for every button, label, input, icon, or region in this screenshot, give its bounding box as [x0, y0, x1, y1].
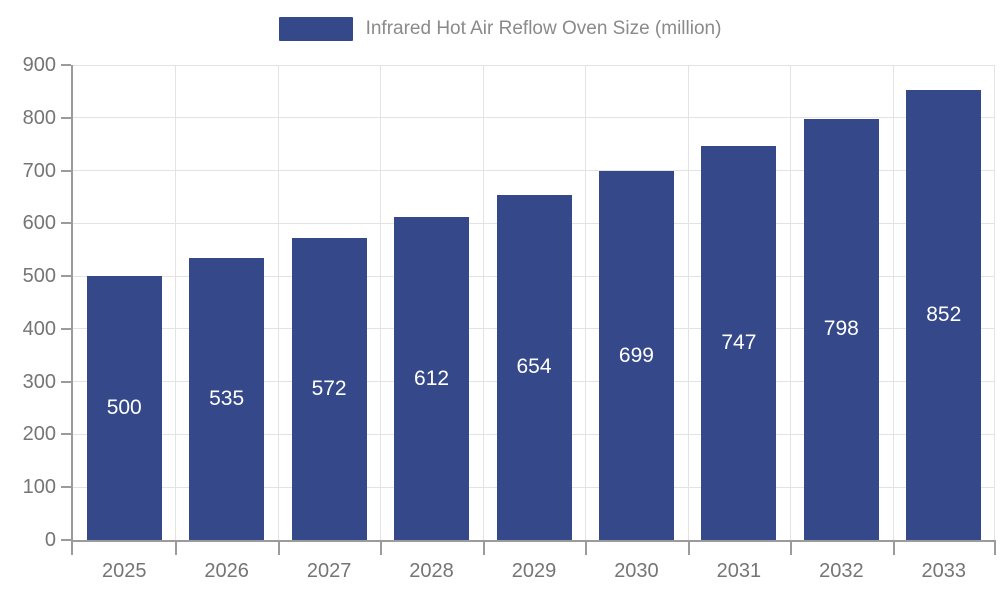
- v-gridline: [175, 65, 177, 540]
- bar-2025[interactable]: 500: [86, 276, 162, 540]
- bar-2028[interactable]: 612: [394, 217, 470, 540]
- y-tick-label: 500: [22, 265, 56, 288]
- bar-2033[interactable]: 852: [906, 90, 982, 540]
- legend-swatch: [278, 17, 353, 41]
- legend-label: Infrared Hot Air Reflow Oven Size (milli…: [365, 18, 722, 39]
- x-axis-tick: [892, 540, 895, 555]
- y-axis-tick: [61, 327, 71, 330]
- bar-value-label: 747: [721, 330, 757, 354]
- y-axis-tick: [61, 275, 71, 278]
- h-gridline: [73, 64, 995, 66]
- x-axis-line: [71, 540, 995, 542]
- v-gridline: [994, 65, 995, 540]
- y-axis-tick: [61, 169, 71, 172]
- y-axis-tick: [61, 64, 71, 66]
- x-tick-label: 2030: [614, 560, 659, 582]
- x-tick-label: 2025: [101, 560, 147, 582]
- x-axis-tick: [687, 540, 690, 555]
- bar-value-label: 535: [209, 386, 245, 410]
- x-tick-label: 2027: [306, 560, 352, 582]
- bar-2027[interactable]: 572: [291, 238, 367, 540]
- y-axis-tick: [61, 486, 71, 489]
- x-axis-tick: [790, 540, 793, 555]
- y-tick-label: 800: [22, 106, 56, 129]
- y-tick-label: 200: [22, 423, 56, 446]
- bar-value-label: 852: [926, 303, 962, 327]
- y-tick-label: 0: [44, 529, 56, 551]
- h-gridline: [73, 117, 995, 119]
- v-gridline: [892, 65, 894, 540]
- x-axis-tick: [482, 540, 485, 555]
- bar-value-label: 612: [414, 366, 450, 390]
- y-tick-label: 100: [22, 476, 56, 499]
- v-gridline: [585, 65, 587, 540]
- y-tick-label: 600: [22, 212, 56, 235]
- y-axis-tick: [61, 380, 71, 383]
- x-axis-tick: [380, 540, 383, 555]
- bar-2026[interactable]: 535: [189, 257, 265, 540]
- bar-value-label: 798: [823, 317, 859, 341]
- x-axis-tick: [71, 540, 73, 555]
- y-axis-tick: [61, 222, 71, 225]
- x-tick-label: 2032: [819, 560, 864, 582]
- v-gridline: [687, 65, 689, 540]
- bar-2030[interactable]: 699: [598, 171, 674, 540]
- h-gridline: [73, 170, 995, 172]
- y-axis-tick: [61, 539, 71, 541]
- x-axis-tick: [994, 540, 996, 555]
- v-gridline: [790, 65, 792, 540]
- y-axis-line: [71, 65, 73, 540]
- y-tick-label: 700: [22, 159, 56, 182]
- bar-value-label: 654: [516, 355, 552, 379]
- v-gridline: [277, 65, 279, 540]
- y-tick-label: 400: [22, 317, 56, 340]
- v-gridline: [482, 65, 484, 540]
- bar-value-label: 572: [311, 377, 347, 401]
- x-tick-label: 2026: [204, 560, 249, 582]
- y-tick-label: 300: [22, 370, 56, 393]
- x-axis-tick: [277, 540, 280, 555]
- x-tick-label: 2033: [921, 560, 967, 582]
- x-tick-label: 2028: [409, 560, 454, 582]
- bar-2032[interactable]: 798: [803, 118, 879, 540]
- v-gridline: [380, 65, 382, 540]
- x-axis-tick: [175, 540, 178, 555]
- bar-value-label: 699: [618, 343, 654, 367]
- bar-value-label: 500: [106, 396, 142, 420]
- plot-area: 500 535 572 612 654 699 747 798 852: [61, 64, 996, 555]
- y-axis-tick: [61, 433, 71, 436]
- x-axis-tick: [585, 540, 588, 555]
- y-axis-tick: [61, 116, 71, 119]
- y-tick-label: 900: [22, 54, 56, 76]
- y-axis-labels: 0 100 200 300 400 500 600 700 800 900: [0, 54, 56, 551]
- bar-2029[interactable]: 654: [496, 194, 572, 540]
- x-tick-label: 2031: [716, 560, 762, 582]
- x-tick-label: 2029: [511, 560, 557, 582]
- bar-2031[interactable]: 747: [701, 145, 777, 540]
- legend[interactable]: Infrared Hot Air Reflow Oven Size (milli…: [0, 17, 1000, 41]
